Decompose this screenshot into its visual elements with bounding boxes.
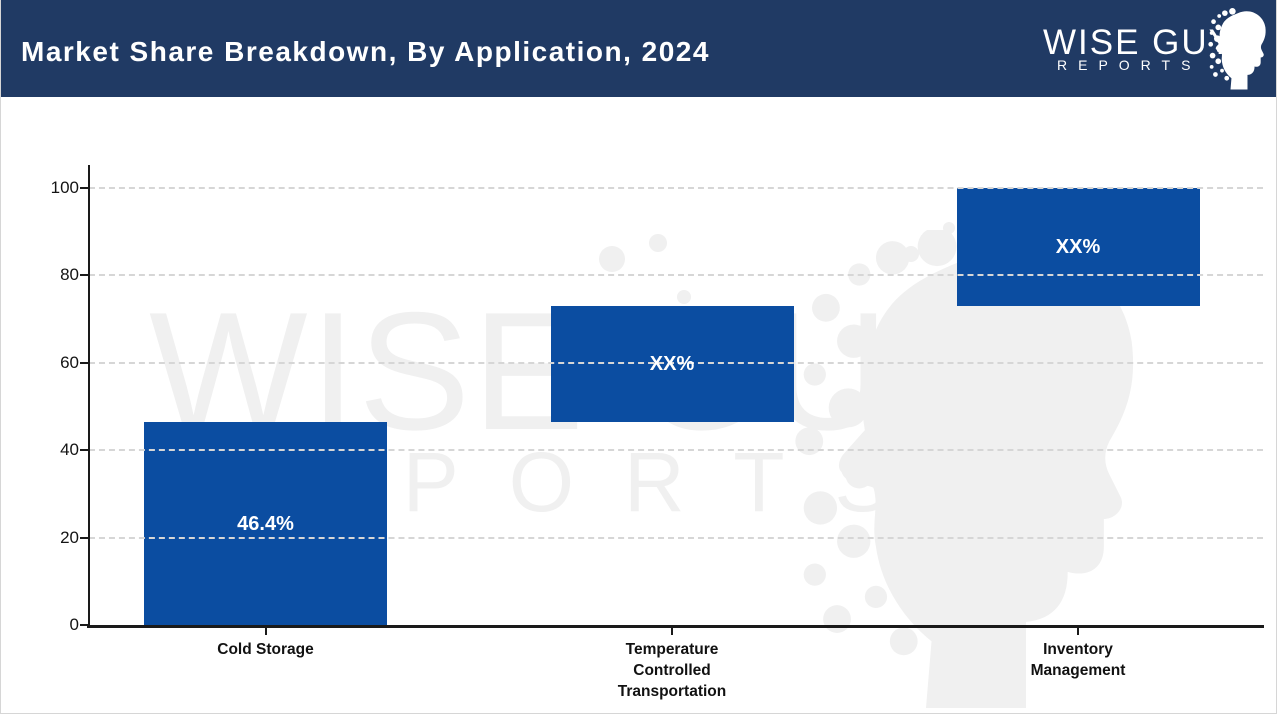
- bar-inventory-management: [956, 188, 1200, 306]
- y-tick-mark: [80, 187, 89, 189]
- watermark-dot: [649, 234, 667, 252]
- logo-subtitle: REPORTS: [1057, 57, 1202, 73]
- category-label-line: Cold Storage: [217, 641, 314, 658]
- y-tick-label: 60: [60, 352, 79, 372]
- y-tick-mark: [80, 624, 89, 626]
- y-axis-spine: [88, 165, 90, 627]
- watermark-dot: [599, 246, 625, 272]
- bar-value-label-inventory-management: XX%: [1055, 235, 1101, 258]
- x-tick-mark: [1077, 628, 1079, 635]
- watermark-dot: [943, 222, 955, 234]
- category-label-inventory-management: Inventory Management: [928, 639, 1228, 681]
- y-tick-mark: [80, 361, 89, 364]
- y-tick-label: 100: [50, 178, 79, 197]
- chart-title: Market Share Breakdown, By Application, …: [21, 36, 710, 67]
- y-tick-mark: [80, 536, 89, 539]
- y-tick-mark: [80, 274, 89, 277]
- category-label-temperature-controlled-transportation: Temperature Controlled Transportation: [522, 639, 822, 702]
- logo-wordmark: WISE GUY: [1043, 23, 1235, 62]
- x-tick-mark: [671, 628, 673, 635]
- gridline-80: [89, 274, 1263, 277]
- bar-temperature-controlled-transportation: [550, 305, 794, 423]
- gridline-100: [89, 187, 1263, 189]
- category-label-cold-storage: Cold Storage: [116, 639, 416, 660]
- category-label-line: Management: [1030, 662, 1126, 679]
- category-label-line: Inventory: [1043, 641, 1113, 658]
- y-tick-label: 80: [60, 265, 79, 285]
- y-tick-mark: [80, 449, 89, 452]
- watermark-dot: [677, 290, 691, 304]
- gridline-20: [89, 536, 1263, 539]
- logo-dotted-face-icon: [1206, 7, 1272, 91]
- watermark-dot: [903, 246, 919, 262]
- category-label-line: Controlled: [633, 662, 711, 679]
- bar-cold-storage: [144, 422, 387, 625]
- gridline-40: [89, 449, 1263, 452]
- y-tick-label: 40: [60, 440, 79, 460]
- bar-value-label-cold-storage: 46.4%: [237, 512, 294, 535]
- category-label-line: Transportation: [617, 683, 727, 700]
- header-bar: Market Share Breakdown, By Application, …: [1, 0, 1276, 97]
- y-tick-label: 20: [60, 527, 79, 547]
- gridline-60: [89, 361, 1263, 364]
- category-label-line: Temperature: [625, 641, 719, 658]
- y-tick-label: 0: [69, 615, 79, 634]
- bar-value-label-temperature-controlled-transportation: XX%: [649, 353, 695, 376]
- x-tick-mark: [264, 628, 267, 635]
- x-axis-spine: [87, 625, 1264, 628]
